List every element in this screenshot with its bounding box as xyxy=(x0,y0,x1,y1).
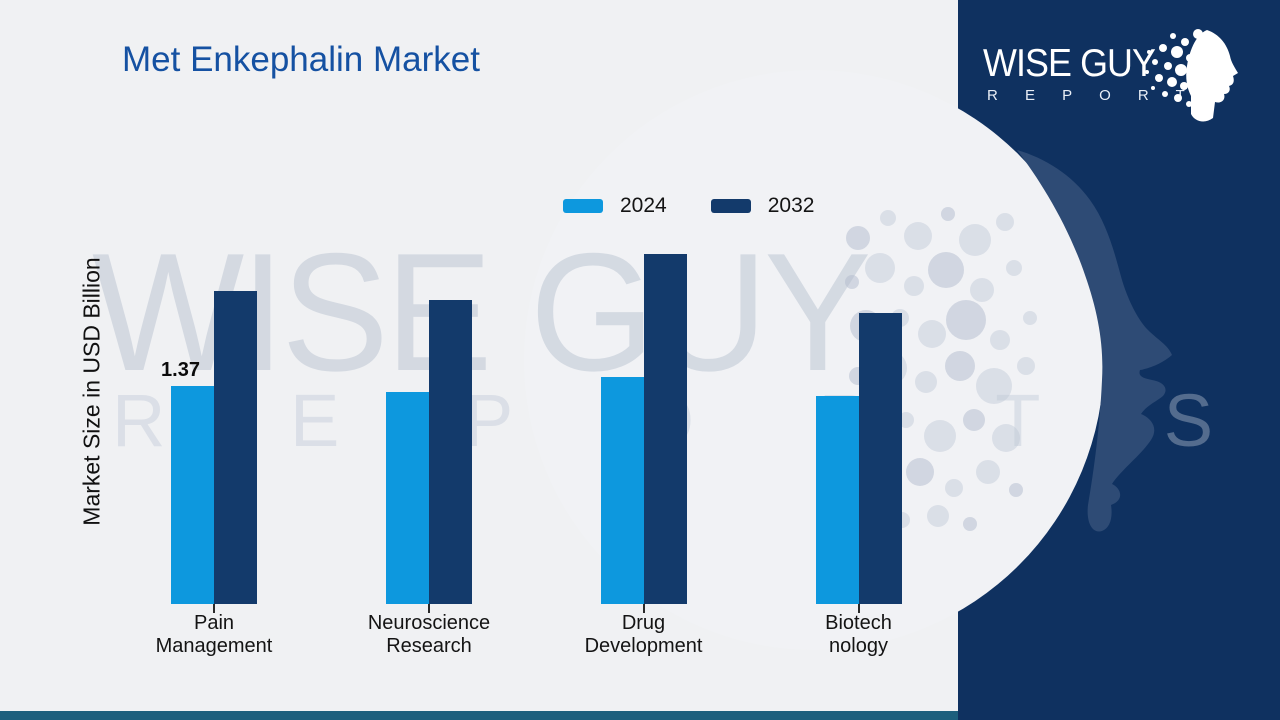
brand-face-icon xyxy=(1145,29,1238,122)
legend-label-2032: 2032 xyxy=(767,194,815,217)
page-title: Met Enkephalin Market xyxy=(122,40,480,79)
legend-label-2024: 2024 xyxy=(620,194,667,217)
bar-2024-neuroscience-research xyxy=(386,392,429,604)
x-axis-tick-pain-management xyxy=(213,604,215,613)
bar-2024-drug-development xyxy=(600,377,644,604)
category-label-biotechnology: Biotech nology xyxy=(825,612,892,657)
category-label-neuroscience-research: Neuroscience Research xyxy=(367,612,491,657)
x-axis-tick-drug-development xyxy=(642,604,645,613)
bar-2032-pain-management xyxy=(214,291,257,604)
x-axis-tick-neuroscience-research xyxy=(428,604,430,613)
bar-2024-pain-management xyxy=(171,386,214,604)
x-axis-tick-biotechnology xyxy=(857,604,860,613)
bar-2032-biotechnology xyxy=(858,313,902,604)
legend-item-2032: 2032 xyxy=(710,194,815,218)
value-label-2024: 1.37 xyxy=(161,359,200,381)
bottom-accent-strip xyxy=(0,711,1280,720)
bar-2024-biotechnology xyxy=(815,396,859,604)
y-axis-label: Market Size in USD Billion xyxy=(78,257,105,526)
category-label-pain-management: Pain Management xyxy=(155,612,273,657)
bar-2032-drug-development xyxy=(643,254,687,604)
brand-reports-text: R E P O R T S xyxy=(987,87,1234,104)
bar-2032-neuroscience-research xyxy=(429,300,472,604)
legend-swatch-2024 xyxy=(563,199,603,213)
category-label-drug-development: Drug Development xyxy=(584,612,703,657)
brand-wordmark: WISE GUY xyxy=(983,42,1156,85)
chart-legend: 2024 2032 xyxy=(563,194,814,218)
legend-swatch-2032 xyxy=(710,199,751,213)
legend-item-2024: 2024 xyxy=(563,194,667,218)
